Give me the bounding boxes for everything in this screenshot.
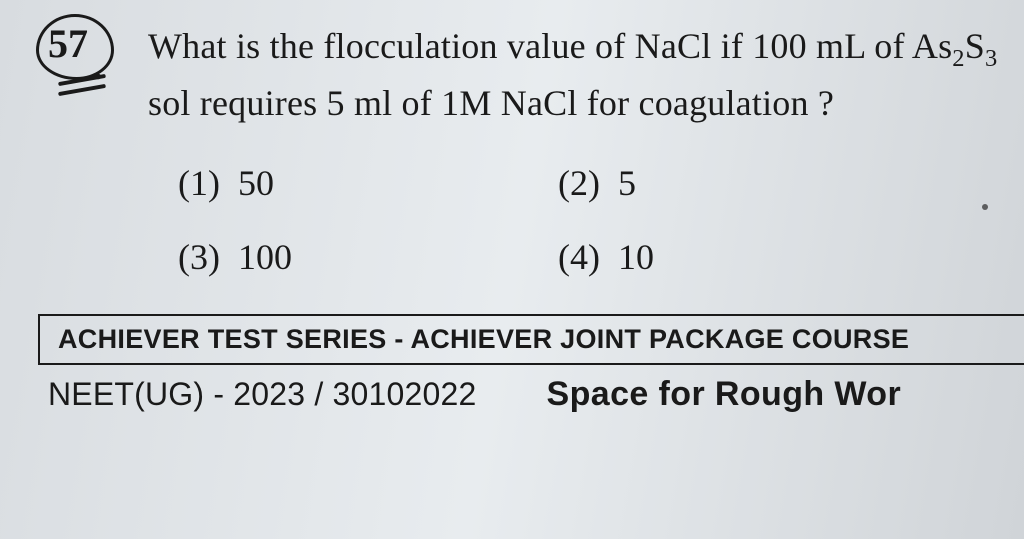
question-number-badge: 57 . xyxy=(30,12,120,102)
options-grid: (1) 50 (2) 5 (3) 100 (4) 10 xyxy=(178,162,1004,278)
exam-code: NEET(UG) - 2023 / 30102022 xyxy=(48,376,477,413)
option-value: 100 xyxy=(238,236,292,278)
subscript-1: 2 xyxy=(952,45,964,72)
option-2[interactable]: (2) 5 xyxy=(558,162,1004,204)
series-title-box: ACHIEVER TEST SERIES - ACHIEVER JOINT PA… xyxy=(38,314,1024,365)
question-text: What is the flocculation value of NaCl i… xyxy=(148,18,1004,132)
footer-line: NEET(UG) - 2023 / 30102022 Space for Rou… xyxy=(48,375,1004,414)
series-title: ACHIEVER TEST SERIES - ACHIEVER JOINT PA… xyxy=(58,324,909,354)
option-4[interactable]: (4) 10 xyxy=(558,236,1004,278)
question-part1: What is the flocculation value of NaCl i… xyxy=(148,26,952,66)
option-value: 50 xyxy=(238,162,274,204)
handwritten-marks xyxy=(58,76,106,100)
option-3[interactable]: (3) 100 xyxy=(178,236,558,278)
rough-work-label: Space for Rough Wor xyxy=(547,375,902,414)
option-label: (4) xyxy=(558,236,600,278)
option-1[interactable]: (1) 50 xyxy=(178,162,558,204)
question-header: 57 . What is the flocculation value of N… xyxy=(30,18,1004,132)
option-value: 5 xyxy=(618,162,636,204)
option-label: (3) xyxy=(178,236,220,278)
subscript-2: 3 xyxy=(985,45,997,72)
question-part3: sol requires 5 ml of 1M NaCl for coagula… xyxy=(148,83,834,123)
option-label: (1) xyxy=(178,162,220,204)
option-value: 10 xyxy=(618,236,654,278)
question-part2: S xyxy=(965,26,985,66)
option-label: (2) xyxy=(558,162,600,204)
question-number: 57 xyxy=(48,20,88,67)
speck xyxy=(982,204,988,210)
